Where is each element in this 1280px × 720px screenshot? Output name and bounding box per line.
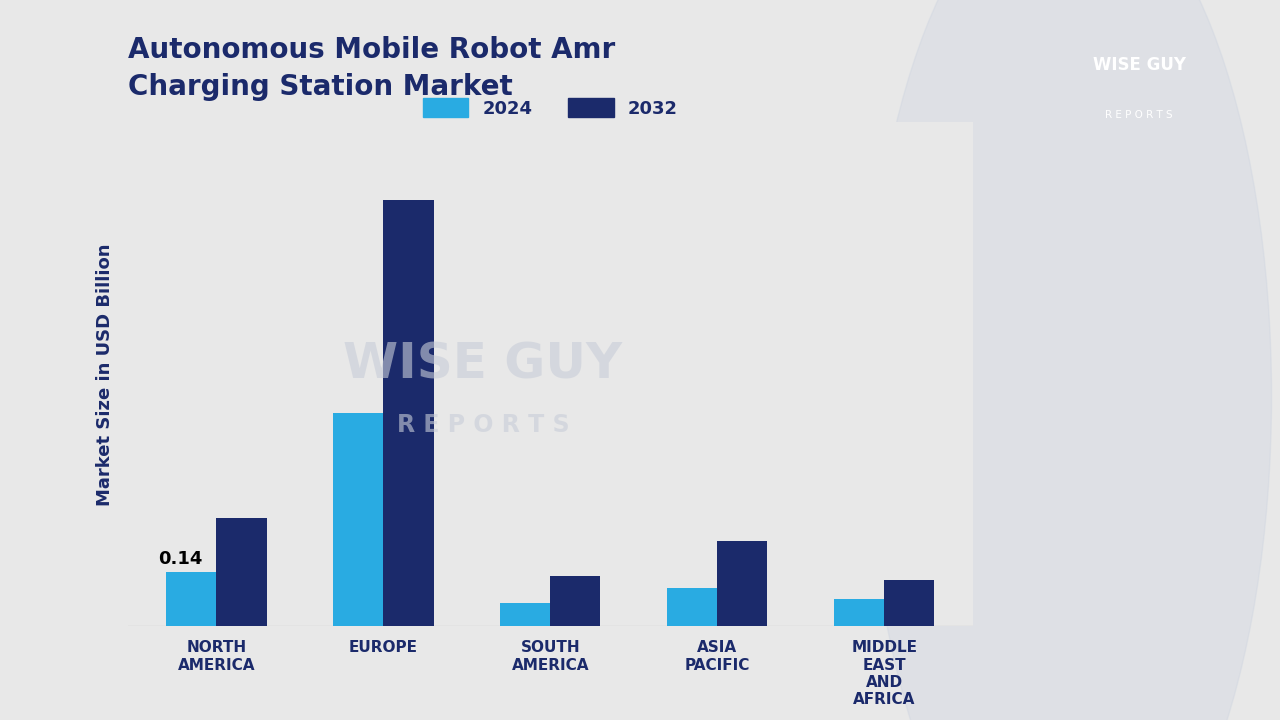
Text: R E P O R T S: R E P O R T S xyxy=(1106,110,1172,120)
Legend: 2024, 2032: 2024, 2032 xyxy=(416,91,685,125)
Bar xyxy=(166,572,216,626)
Text: Autonomous Mobile Robot Amr
Charging Station Market: Autonomous Mobile Robot Amr Charging Sta… xyxy=(128,36,616,101)
Text: R E P O R T S: R E P O R T S xyxy=(397,413,570,437)
Text: WISE GUY: WISE GUY xyxy=(1093,55,1185,73)
Bar xyxy=(550,576,600,626)
Bar xyxy=(667,588,717,626)
Bar xyxy=(500,603,550,626)
Bar xyxy=(384,200,434,626)
Bar xyxy=(216,518,266,626)
Text: WISE GUY: WISE GUY xyxy=(343,341,622,388)
Bar xyxy=(333,413,384,626)
Y-axis label: Market Size in USD Billion: Market Size in USD Billion xyxy=(96,243,114,505)
Circle shape xyxy=(867,0,1271,720)
Bar xyxy=(884,580,934,626)
Bar xyxy=(835,599,884,626)
Bar xyxy=(717,541,768,626)
Text: 0.14: 0.14 xyxy=(157,550,202,568)
